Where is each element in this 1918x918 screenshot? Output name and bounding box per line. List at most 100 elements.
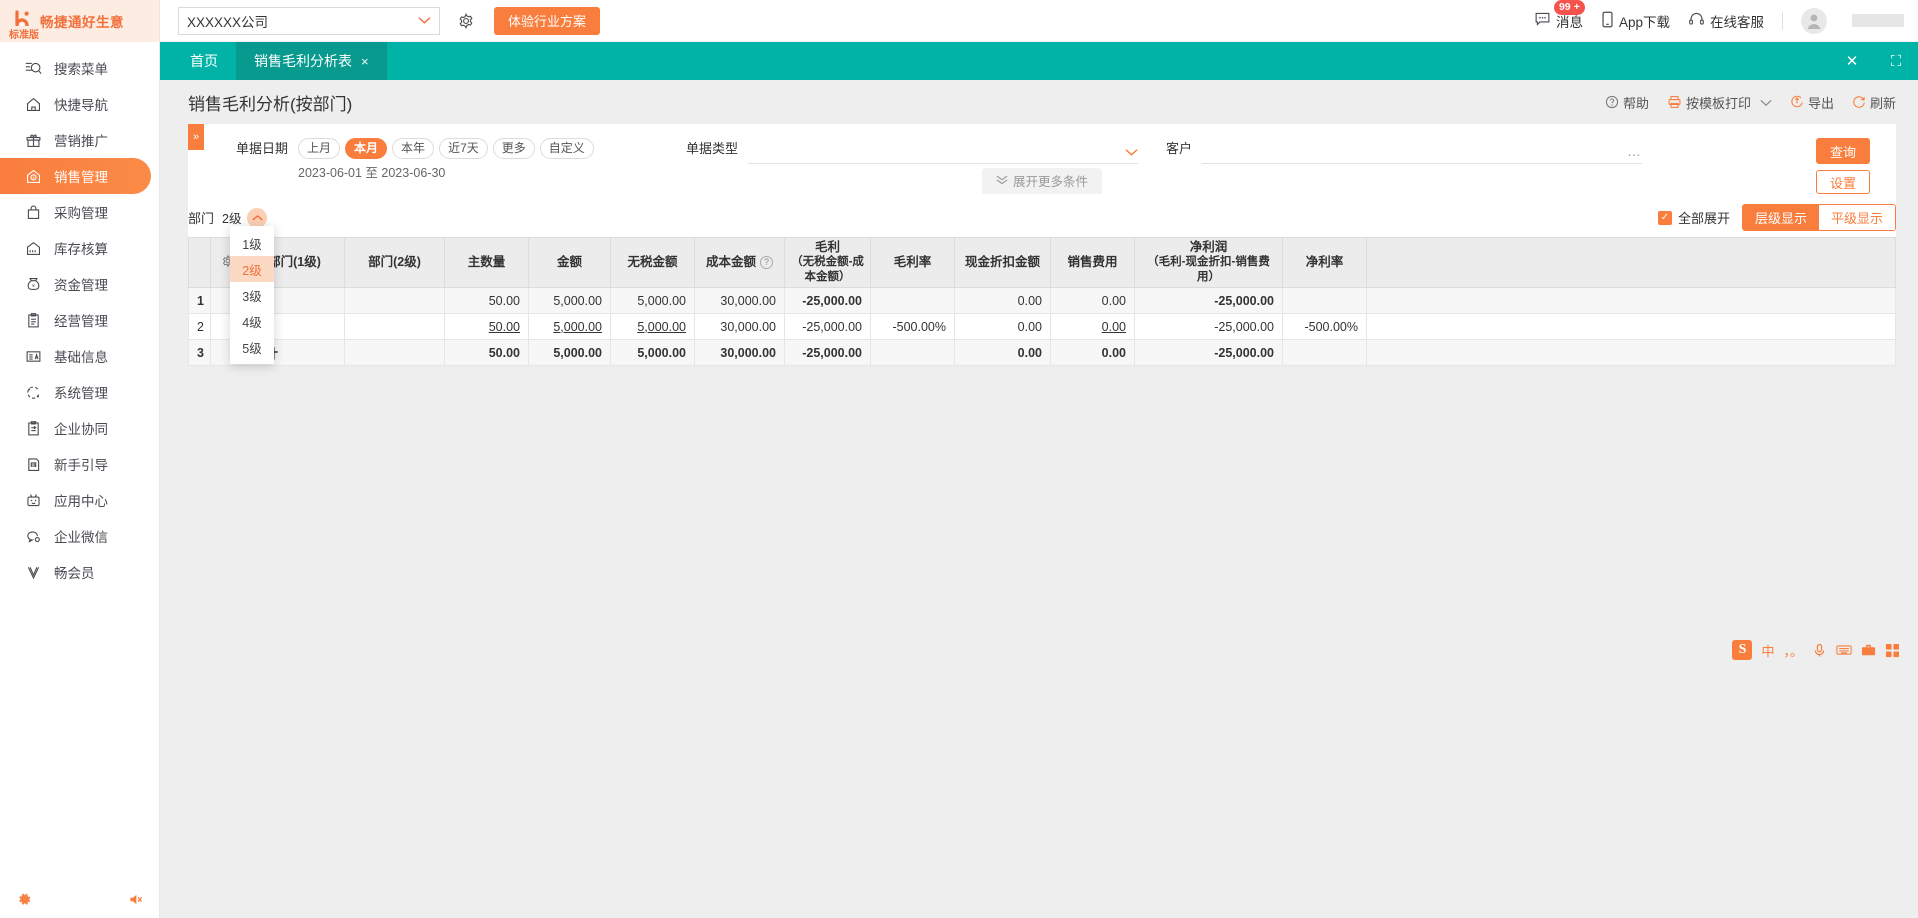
ime-punctuation-toggle[interactable]: ，。 — [1783, 643, 1803, 659]
sidebar-item-wechat-work[interactable]: 企业微信 — [0, 518, 159, 554]
cell-filler — [1366, 313, 1896, 340]
company-select[interactable]: XXXXXX公司 — [178, 6, 440, 35]
sidebar-item-system-management[interactable]: 系统管理 — [0, 374, 159, 410]
flat-display-button[interactable]: 平级显示 — [1818, 205, 1895, 230]
export-button[interactable]: 导出 — [1790, 93, 1834, 112]
messages-button[interactable]: 消息 99 + — [1534, 0, 1585, 31]
expand-more-conditions-button[interactable]: 展开更多条件 — [981, 168, 1103, 194]
close-icon[interactable]: × — [361, 53, 369, 69]
grid-icon[interactable] — [1885, 643, 1900, 658]
table-header-row: 部门(1级) 部门(2级) 主数量 金额 无税金额 成本金额? 毛利 — [188, 237, 1896, 288]
sidebar-item-fund-management[interactable]: ¥ 资金管理 — [0, 266, 159, 302]
sidebar-item-marketing[interactable]: 营销推广 — [0, 122, 159, 158]
mute-icon[interactable] — [127, 891, 144, 908]
th-filler — [1366, 237, 1896, 288]
sidebar-item-operation-management[interactable]: 经营管理 — [0, 302, 159, 338]
sidebar-item-quick-nav[interactable]: 快捷导航 — [0, 86, 159, 122]
sidebar-item-label: 应用中心 — [54, 494, 108, 509]
customer-input[interactable] — [1202, 138, 1627, 163]
sidebar-item-label: 基础信息 — [54, 350, 108, 365]
th-gross-profit-rate[interactable]: 毛利率 — [870, 237, 955, 288]
toolbox-icon[interactable] — [1861, 643, 1876, 657]
sidebar-item-sales-management[interactable]: ¥ 销售管理 — [0, 158, 151, 194]
brand-edition: 标准版 — [8, 26, 40, 41]
fullscreen-icon[interactable]: ⛶ — [1890, 52, 1902, 70]
mic-icon[interactable] — [1812, 643, 1827, 658]
cell-amount[interactable]: 5,000.00 — [528, 313, 611, 340]
dept-level-option-1[interactable]: 1级 — [242, 237, 262, 252]
sidebar-item-search-menu[interactable]: 搜索菜单 — [0, 50, 159, 86]
trial-industry-plan-button[interactable]: 体验行业方案 — [494, 6, 601, 35]
chevron-up-icon[interactable] — [247, 207, 268, 228]
ime-toolbar: S 中 ，。 — [1732, 640, 1900, 660]
date-chip-last-month[interactable]: 上月 — [298, 138, 341, 159]
dept-level-value[interactable]: 2级 — [222, 212, 242, 226]
sidebar-item-app-center[interactable]: 应用中心 — [0, 482, 159, 518]
query-button[interactable]: 查询 — [1816, 138, 1870, 164]
customer-more-icon[interactable]: … — [1627, 143, 1643, 159]
dept-level-option-5[interactable]: 5级 — [242, 341, 262, 356]
dept-level-option-4[interactable]: 4级 — [242, 315, 262, 330]
keyboard-icon[interactable] — [1836, 643, 1852, 657]
th-cost-amount[interactable]: 成本金额? — [694, 237, 785, 288]
content-area: » 单据日期 上月 本月 本年 近7天 更多 自定义 — [160, 124, 1918, 918]
cell-amount-no-tax[interactable]: 5,000.00 — [610, 313, 695, 340]
tab-home[interactable]: 首页 — [172, 42, 236, 80]
date-chip-more[interactable]: 更多 — [492, 138, 535, 159]
th-gross-profit[interactable]: 毛利 （无税金额-成本金额） — [784, 237, 871, 288]
date-chip-this-month[interactable]: 本月 — [345, 138, 388, 159]
bag-icon — [24, 203, 42, 221]
sidebar-item-enterprise-collaboration[interactable]: 企业协同 — [0, 410, 159, 446]
th-sales-expense[interactable]: 销售费用 — [1050, 237, 1135, 288]
help-icon[interactable]: ? — [760, 256, 773, 270]
help-button[interactable]: 帮助 — [1605, 93, 1649, 112]
table-row-total[interactable]: 3 合计 50.00 5,000.00 5,000.00 30,000.00 -… — [188, 339, 1896, 366]
ime-language-toggle[interactable]: 中 — [1761, 643, 1775, 659]
collapse-filter-button[interactable]: » — [188, 124, 204, 150]
th-cash-discount-amount[interactable]: 现金折扣金额 — [954, 237, 1051, 288]
hierarchy-display-button[interactable]: 层级显示 — [1742, 205, 1819, 230]
refresh-button[interactable]: 刷新 — [1852, 93, 1896, 112]
guide-icon: 新 — [24, 455, 42, 473]
th-amount-no-tax[interactable]: 无税金额 — [610, 237, 695, 288]
sogou-logo-icon[interactable]: S — [1732, 640, 1753, 660]
cell-sales-expense[interactable]: 0.00 — [1050, 313, 1135, 340]
sidebar-item-purchase-management[interactable]: 采购管理 — [0, 194, 159, 230]
app-download-button[interactable]: App下载 — [1601, 11, 1670, 31]
th-dept-level-2[interactable]: 部门(2级) — [344, 237, 445, 288]
vip-icon — [24, 563, 42, 581]
date-chip-last-7-days[interactable]: 近7天 — [439, 138, 488, 159]
tab-sales-gross-profit-report[interactable]: 销售毛利分析表 × — [236, 42, 387, 80]
expand-all-checkbox[interactable]: ✓ 全部展开 — [1657, 208, 1730, 227]
cell-cash-discount: 0.00 — [954, 313, 1051, 340]
sidebar-item-beginner-guide[interactable]: 新 新手引导 — [0, 446, 159, 482]
cell-net-rate — [1282, 339, 1367, 366]
cell-qty[interactable]: 50.00 — [444, 313, 529, 340]
cell-sales-expense: 0.00 — [1050, 287, 1135, 314]
company-settings-gear-icon[interactable] — [456, 11, 476, 31]
settings-button[interactable]: 设置 — [1816, 170, 1870, 194]
th-amount[interactable]: 金额 — [528, 237, 611, 288]
sidebar-item-basic-info[interactable]: 基础信息 — [0, 338, 159, 374]
search-menu-icon — [24, 59, 42, 77]
print-template-button[interactable]: 按模板打印 — [1667, 93, 1772, 112]
date-chip-this-year[interactable]: 本年 — [392, 138, 435, 159]
sidebar-item-inventory-accounting[interactable]: 库存核算 — [0, 230, 159, 266]
close-icon[interactable]: ✕ — [1845, 53, 1859, 70]
dept-level-option-3[interactable]: 3级 — [242, 289, 262, 304]
th-net-profit[interactable]: 净利润 （毛利-现金折扣-销售费用） — [1134, 237, 1283, 288]
dept-level-option-2[interactable]: 2级 — [230, 256, 274, 282]
th-main-quantity[interactable]: 主数量 — [444, 237, 529, 288]
date-chip-custom[interactable]: 自定义 — [539, 138, 594, 159]
table-row[interactable]: 1 50.00 5,000.00 5,000.00 30,000.00 -25,… — [188, 287, 1896, 314]
chevron-down-icon[interactable] — [1760, 95, 1772, 110]
table-row[interactable]: 2 50.00 5,000.00 5,000.00 30,000.00 -25,… — [188, 313, 1896, 340]
doc-type-input[interactable] — [748, 138, 1125, 163]
gear-icon[interactable] — [16, 891, 33, 908]
th-net-profit-rate[interactable]: 净利率 — [1282, 237, 1367, 288]
date-chip-group: 上月 本月 本年 近7天 更多 自定义 — [298, 138, 594, 159]
chevron-down-icon[interactable] — [1125, 146, 1138, 163]
online-service-button[interactable]: 在线客服 — [1688, 11, 1764, 31]
sidebar-item-vip-member[interactable]: 畅会员 — [0, 554, 159, 590]
avatar[interactable] — [1801, 7, 1827, 34]
